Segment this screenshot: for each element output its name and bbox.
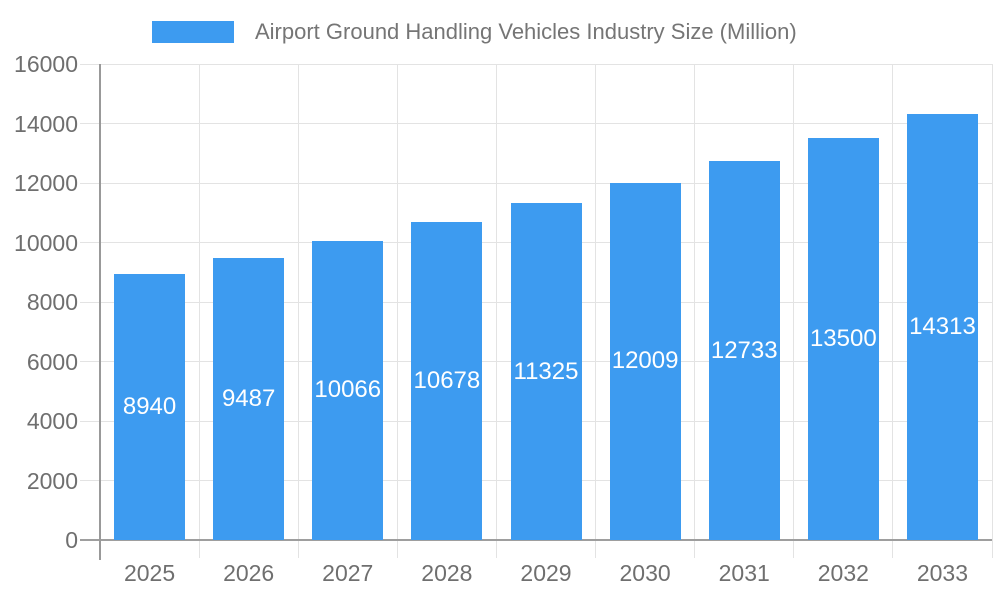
y-axis-tick-label: 12000 (14, 170, 78, 196)
bar-value-label: 9487 (221, 384, 276, 412)
x-axis-line (80, 539, 992, 541)
bar[interactable] (609, 182, 681, 540)
bar[interactable] (708, 161, 780, 540)
bar-value-label: 10678 (413, 367, 481, 395)
legend-label: Airport Ground Handling Vehicles Industr… (255, 19, 797, 44)
x-axis-tick-label: 2027 (322, 560, 374, 586)
x-axis-tick-label: 2033 (916, 560, 969, 586)
y-gridline (80, 123, 992, 124)
y-gridline (80, 182, 992, 184)
bar[interactable] (213, 257, 285, 540)
bar-value-label: 8940 (122, 393, 177, 421)
bar[interactable] (411, 222, 483, 540)
y-axis-line (99, 64, 101, 560)
bar[interactable] (807, 138, 879, 540)
y-axis-tick-label: 6000 (26, 348, 78, 375)
legend-swatch[interactable] (152, 21, 234, 43)
x-axis-tick-label: 2025 (123, 560, 176, 586)
y-axis-tick-label: 16000 (14, 51, 78, 77)
bar[interactable] (906, 114, 978, 540)
bar-value-label: 12009 (611, 347, 679, 375)
x-gridline (793, 64, 795, 558)
x-gridline (495, 64, 497, 558)
x-gridline (991, 64, 993, 558)
bar[interactable] (312, 240, 384, 540)
x-axis-tick-label: 2029 (520, 560, 572, 586)
bar[interactable] (510, 203, 582, 540)
chart-legend[interactable]: Airport Ground Handling Vehicles Industr… (152, 17, 797, 47)
y-axis-tick-label: 14000 (14, 110, 78, 137)
x-axis-tick-label: 2032 (817, 560, 869, 586)
x-gridline (595, 64, 597, 558)
y-axis-tick-label: 4000 (26, 408, 78, 434)
bar-value-label: 13500 (809, 325, 877, 353)
bar[interactable] (114, 274, 186, 540)
y-axis-tick-label: 2000 (26, 467, 78, 494)
bar-value-label: 11325 (513, 357, 579, 385)
x-axis-tick-label: 2031 (718, 560, 770, 586)
y-axis-tick-label: 0 (65, 527, 78, 553)
bar-value-label: 12733 (710, 336, 778, 364)
bar-value-label: 14313 (909, 313, 976, 341)
x-gridline (297, 64, 299, 558)
x-gridline (694, 64, 696, 558)
bar-value-label: 10066 (314, 376, 382, 404)
x-gridline (396, 64, 398, 558)
x-gridline (892, 64, 894, 558)
x-axis-tick-label: 2030 (619, 560, 671, 586)
x-axis-tick-label: 2028 (421, 560, 473, 586)
x-gridline (198, 64, 200, 558)
y-axis-tick-label: 8000 (26, 289, 78, 315)
y-gridline (80, 63, 992, 65)
x-axis-tick-label: 2026 (223, 560, 275, 586)
y-axis-tick-label: 10000 (14, 229, 78, 256)
